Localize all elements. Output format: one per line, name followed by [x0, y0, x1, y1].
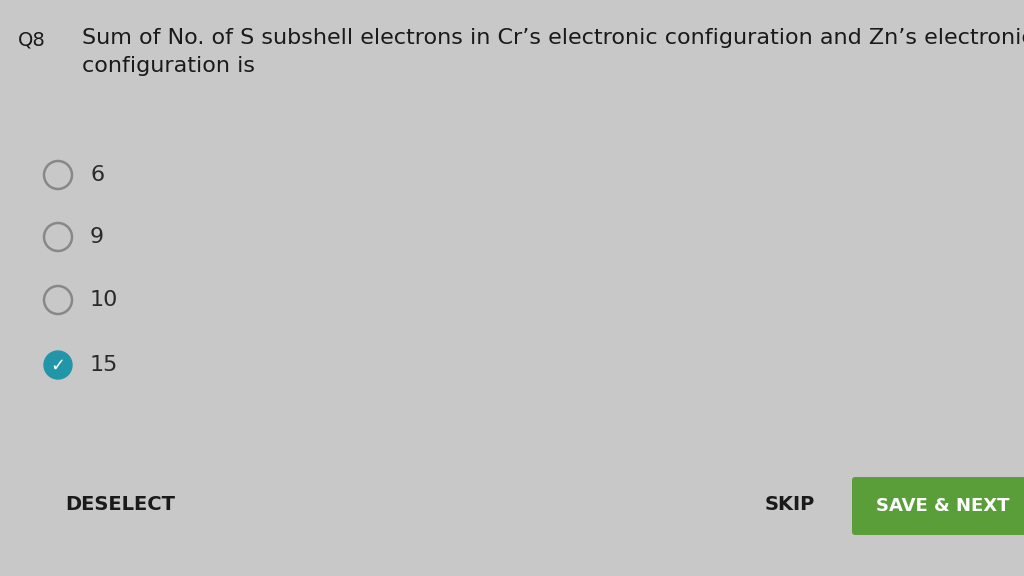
- Text: DESELECT: DESELECT: [65, 495, 175, 514]
- Circle shape: [44, 286, 72, 314]
- FancyBboxPatch shape: [852, 477, 1024, 535]
- Text: Q8: Q8: [18, 30, 46, 49]
- Text: 15: 15: [90, 355, 119, 375]
- Circle shape: [44, 351, 72, 379]
- Text: 10: 10: [90, 290, 119, 310]
- Text: SKIP: SKIP: [765, 495, 815, 514]
- Text: ✓: ✓: [50, 357, 66, 375]
- Text: 6: 6: [90, 165, 104, 185]
- Text: Sum of No. of S subshell electrons in Cr’s electronic configuration and Zn’s ele: Sum of No. of S subshell electrons in Cr…: [82, 28, 1024, 76]
- Text: SAVE & NEXT: SAVE & NEXT: [876, 497, 1010, 515]
- Circle shape: [44, 161, 72, 189]
- Text: 9: 9: [90, 227, 104, 247]
- Circle shape: [44, 223, 72, 251]
